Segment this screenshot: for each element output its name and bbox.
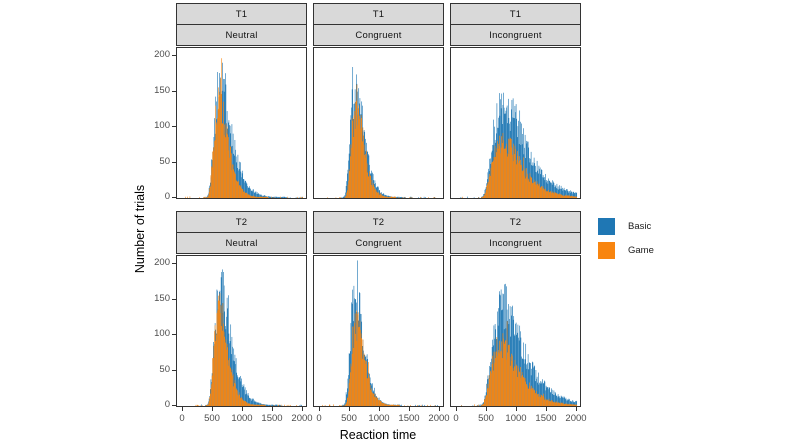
- panel-T2-Neutral: [176, 255, 307, 407]
- x-tick-mark: [486, 407, 487, 411]
- series-game: [462, 132, 578, 198]
- x-tick-label: 1000: [368, 413, 390, 424]
- legend: Basic Game: [598, 218, 654, 266]
- y-tick-label: 0: [164, 399, 170, 410]
- y-tick-label: 100: [154, 120, 170, 131]
- x-tick-label: 2000: [565, 413, 587, 424]
- histogram-bars: [185, 58, 304, 199]
- x-tick-mark: [409, 407, 410, 411]
- legend-swatch-basic: [598, 218, 615, 235]
- x-tick-label: 0: [316, 413, 322, 424]
- x-tick-mark: [516, 407, 517, 411]
- y-tick-mark: [172, 55, 176, 56]
- x-axis-title: Reaction time: [339, 428, 417, 442]
- panel-T1-Congruent: [313, 47, 444, 199]
- panel-T1-Incongruent: [450, 47, 581, 199]
- x-tick-label: 1500: [261, 413, 283, 424]
- facet-strip-col: Congruent: [313, 232, 444, 254]
- legend-label-basic: Basic: [628, 221, 652, 232]
- series-game: [461, 321, 578, 406]
- y-tick-mark: [172, 369, 176, 371]
- x-tick-mark: [302, 407, 303, 411]
- series-game: [195, 293, 298, 406]
- facet-strip-row: T1: [176, 3, 307, 25]
- x-tick-label: 1500: [398, 413, 420, 424]
- facet-strip-col: Neutral: [176, 232, 307, 254]
- histogram-bars: [327, 67, 436, 198]
- panel-T2-Incongruent: [450, 255, 581, 407]
- x-tick-label: 0: [179, 413, 185, 424]
- x-tick-mark: [456, 407, 457, 411]
- x-tick-mark: [212, 407, 213, 411]
- facet-strip-col: Congruent: [313, 24, 444, 46]
- y-tick-mark: [172, 197, 176, 198]
- x-tick-label: 1000: [505, 413, 527, 424]
- legend-item-basic: Basic: [598, 218, 654, 235]
- facet-strip-row: T1: [313, 3, 444, 25]
- y-tick-label: 200: [154, 257, 170, 268]
- x-tick-mark: [439, 407, 440, 411]
- facet-strip-row: T1: [450, 3, 581, 25]
- x-tick-mark: [272, 407, 273, 411]
- x-tick-label: 500: [204, 413, 220, 424]
- y-tick-label: 50: [159, 155, 170, 167]
- facet-strip-col: Neutral: [176, 24, 307, 46]
- histogram-bars: [322, 260, 438, 406]
- x-tick-mark: [242, 407, 243, 411]
- x-tick-mark: [182, 407, 183, 411]
- x-tick-label: 2000: [291, 413, 313, 424]
- y-tick-mark: [172, 161, 176, 163]
- y-tick-label: 0: [164, 191, 170, 202]
- x-tick-label: 1000: [231, 413, 253, 424]
- facet-strip-row: T2: [313, 211, 444, 233]
- y-tick-label: 150: [154, 84, 170, 96]
- histogram-bars: [460, 92, 578, 198]
- x-tick-mark: [546, 407, 547, 411]
- facet-strip-row: T2: [450, 211, 581, 233]
- x-tick-label: 0: [453, 413, 459, 424]
- y-tick-label: 150: [154, 292, 170, 304]
- panel-T2-Congruent: [313, 255, 444, 407]
- histogram-bars: [195, 269, 302, 406]
- x-tick-label: 2000: [428, 413, 450, 424]
- facet-strip-col: Incongruent: [450, 232, 581, 254]
- facet-strip-row: T2: [176, 211, 307, 233]
- x-tick-mark: [576, 407, 577, 411]
- legend-item-game: Game: [598, 242, 654, 259]
- x-tick-mark: [379, 407, 380, 411]
- series-game: [322, 310, 436, 406]
- legend-label-game: Game: [628, 245, 654, 256]
- y-tick-label: 200: [154, 49, 170, 60]
- x-tick-label: 1500: [535, 413, 557, 424]
- x-tick-label: 500: [478, 413, 494, 424]
- y-tick-mark: [172, 126, 176, 127]
- series-game: [327, 84, 436, 198]
- x-tick-label: 500: [341, 413, 357, 424]
- facet-strip-col: Incongruent: [450, 24, 581, 46]
- y-tick-mark: [172, 263, 176, 264]
- y-tick-label: 100: [154, 328, 170, 339]
- y-tick-mark: [172, 334, 176, 335]
- legend-swatch-game: [598, 242, 615, 259]
- x-tick-mark: [349, 407, 350, 411]
- y-tick-mark: [172, 298, 176, 300]
- y-tick-mark: [172, 90, 176, 92]
- y-tick-label: 50: [159, 363, 170, 375]
- x-tick-mark: [319, 407, 320, 411]
- y-tick-mark: [172, 405, 176, 406]
- histogram-bars: [461, 283, 578, 406]
- series-game: [185, 58, 304, 199]
- panel-T1-Neutral: [176, 47, 307, 199]
